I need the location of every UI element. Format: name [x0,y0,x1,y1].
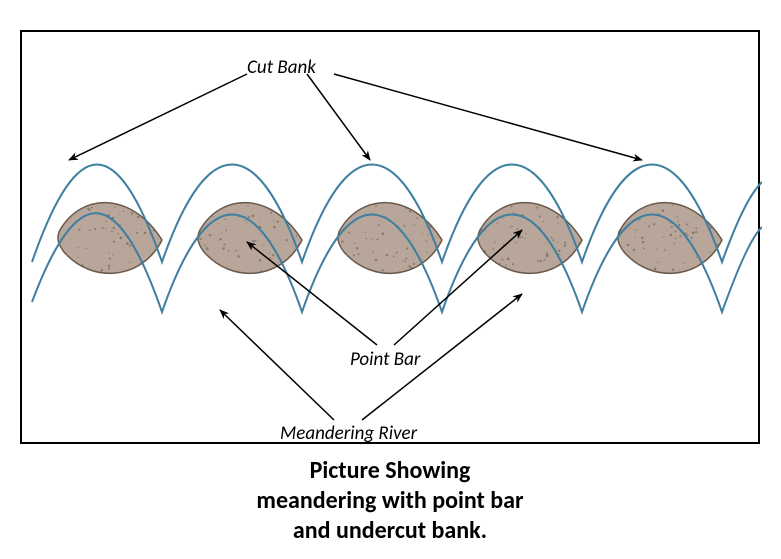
pointer-arrow [220,310,334,420]
point-bar-shape [58,203,162,274]
point-bars-group [53,186,730,287]
caption-line-1: Picture Showing [150,456,630,486]
point-bar-shape [338,203,442,274]
pointer-arrow [69,74,247,160]
point-bar-shape [198,203,302,274]
label-meandering-river: Meandering River [280,422,417,445]
pointer-arrow [307,74,370,160]
caption-line-2: meandering with point bar [150,486,630,516]
diagram-canvas: Cut Bank Point Bar Meandering River Pict… [0,0,781,559]
pointer-arrow [334,74,642,160]
diagram-svg [22,32,762,446]
caption: Picture Showing meandering with point ba… [150,456,630,546]
diagram-frame: Cut Bank Point Bar Meandering River [20,30,760,444]
point-bar-shape [478,203,582,274]
label-cut-bank: Cut Bank [247,56,316,79]
caption-line-3: and undercut bank. [150,516,630,546]
label-point-bar: Point Bar [350,348,420,371]
point-bar-shape [618,203,722,274]
